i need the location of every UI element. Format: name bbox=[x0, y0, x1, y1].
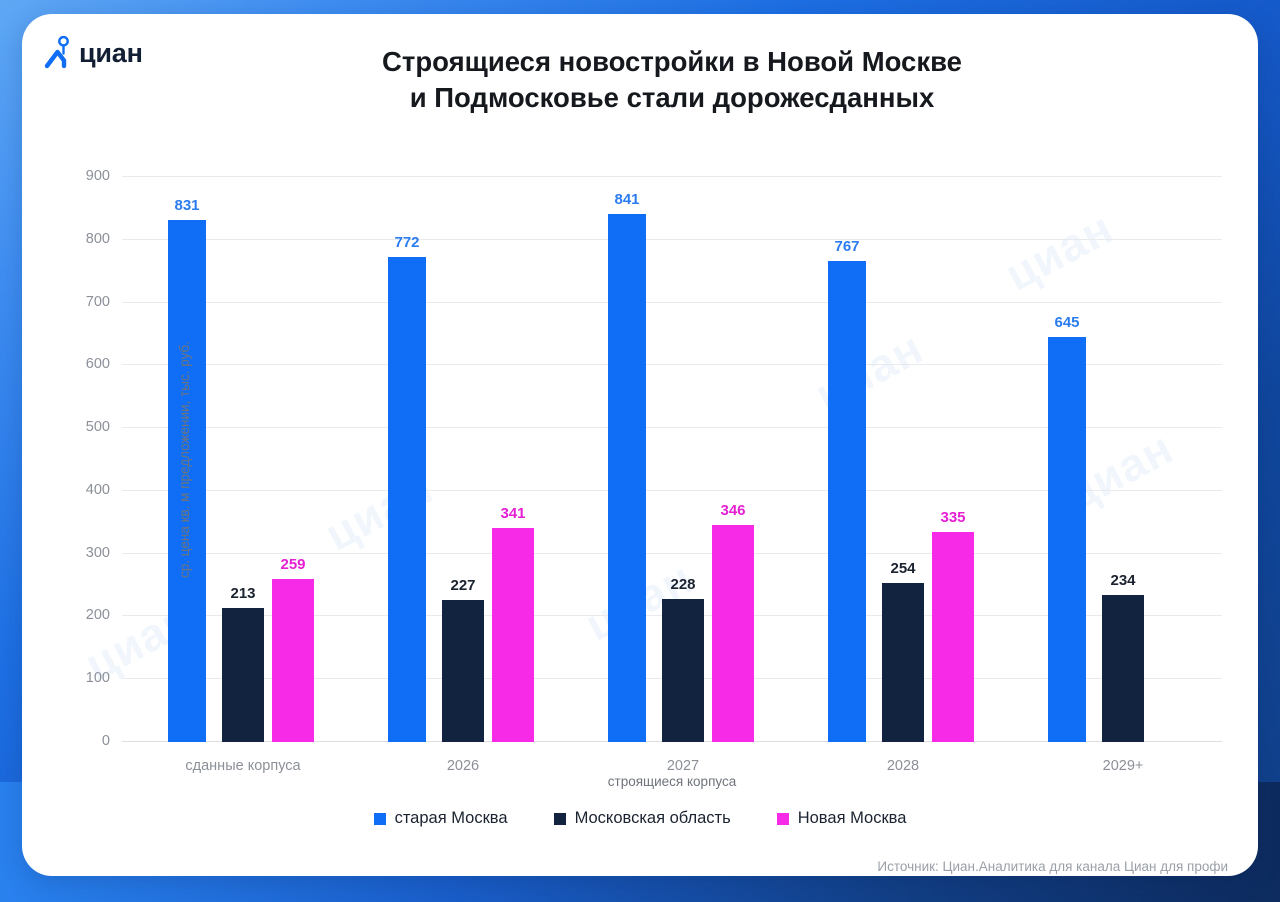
x-axis-tick: 2027 bbox=[666, 758, 700, 774]
gridline: 900 bbox=[86, 168, 1222, 184]
cian-pin-icon bbox=[44, 36, 74, 70]
bar: 645 bbox=[1048, 314, 1086, 742]
x-axis-tick: сданные корпуса bbox=[185, 758, 301, 774]
bar-value-label: 831 bbox=[174, 197, 200, 215]
bar-value-label: 772 bbox=[394, 234, 420, 252]
bar: 213 bbox=[222, 585, 264, 742]
bar-value-label: 335 bbox=[940, 508, 966, 526]
y-axis-tick: 200 bbox=[85, 607, 110, 624]
gridline: 700 bbox=[86, 294, 1222, 310]
y-axis-label: ср. цена кв. м предложении, тыс. руб. bbox=[66, 177, 303, 742]
y-axis-tick: 400 bbox=[85, 481, 110, 498]
bar-value-label: 254 bbox=[890, 559, 916, 577]
bar: 767 bbox=[828, 238, 866, 742]
x-axis-tick: 2029+ bbox=[1102, 758, 1144, 774]
source-note: Источник: Циан.Аналитика для канала Циан… bbox=[877, 859, 1228, 874]
legend-item[interactable]: Новая Москва bbox=[776, 809, 907, 828]
bar: 346 bbox=[712, 502, 754, 742]
cian-logo-text: циан bbox=[79, 37, 143, 68]
bar: 341 bbox=[492, 505, 534, 742]
chart-legend: старая Москва Московская область Новая Мос… bbox=[22, 809, 1258, 828]
bar: 234 bbox=[1102, 572, 1144, 742]
page-title: Строящиеся новостройки в Новой Москве и … bbox=[192, 44, 1152, 117]
y-axis-tick: 100 bbox=[85, 670, 110, 687]
x-axis-tick: 2026 bbox=[446, 758, 480, 774]
gridline: 800 bbox=[86, 231, 1222, 247]
gridline: 400 bbox=[86, 482, 1222, 498]
bar-value-label: 213 bbox=[230, 585, 256, 603]
bar: 831 bbox=[168, 197, 206, 742]
gridline: 600 bbox=[86, 356, 1222, 372]
legend-label: Московская область bbox=[574, 809, 731, 827]
bar-group: 645 234 2029+ bbox=[1002, 177, 1222, 774]
legend-item[interactable]: старая Москва bbox=[373, 809, 508, 828]
y-axis-tick: 800 bbox=[85, 230, 110, 247]
title-line-1: Строящиеся новостройки в Новой Москве bbox=[382, 46, 962, 77]
plot-area: 0 100 200 300 400 500 600 700 800 900 831 213 259 сда… bbox=[86, 168, 1222, 774]
legend-item[interactable]: Московская область bbox=[553, 809, 731, 828]
legend-swatch-icon bbox=[553, 812, 566, 825]
y-axis-tick: 900 bbox=[85, 168, 110, 184]
legend-label: старая Москва bbox=[394, 809, 508, 827]
legend-swatch-icon bbox=[373, 812, 386, 825]
bar-group: 772 227 341 2026 bbox=[342, 177, 562, 774]
bar-value-label: 841 bbox=[614, 191, 640, 209]
bar: 254 bbox=[882, 560, 924, 742]
bar-group: 841 228 346 2027 bbox=[562, 177, 782, 774]
bar-value-label: 645 bbox=[1054, 314, 1080, 332]
bar: 259 bbox=[272, 556, 314, 742]
bar-group: 767 254 335 2028 bbox=[782, 177, 1002, 774]
bar: 227 bbox=[442, 577, 484, 742]
x-axis-tick: 2028 bbox=[886, 758, 920, 774]
y-axis-tick: 600 bbox=[85, 356, 110, 373]
y-axis-label-text: ср. цена кв. м предложении, тыс. руб. bbox=[176, 341, 192, 578]
gridline: 500 bbox=[86, 419, 1222, 435]
x-axis-label: строящиеся корпуса bbox=[607, 774, 737, 789]
bar-chart: 0 100 200 300 400 500 600 700 800 900 831 213 259 сда… bbox=[22, 14, 1258, 876]
legend-label: Новая Москва bbox=[797, 809, 907, 827]
y-axis-tick: 500 bbox=[85, 419, 110, 436]
gridline: 300 bbox=[86, 545, 1222, 561]
y-axis-tick: 300 bbox=[85, 544, 110, 561]
bar: 772 bbox=[388, 234, 426, 742]
bar: 841 bbox=[608, 191, 646, 742]
bar-value-label: 227 bbox=[450, 576, 476, 594]
legend-swatch-icon bbox=[776, 812, 789, 825]
bar-value-label: 234 bbox=[1110, 572, 1136, 590]
y-axis-tick: 700 bbox=[85, 293, 110, 310]
bar-value-label: 341 bbox=[500, 504, 526, 522]
bar: 228 bbox=[662, 576, 704, 742]
bar: 335 bbox=[932, 509, 974, 742]
bar-value-label: 259 bbox=[280, 556, 306, 574]
y-axis-tick: 0 bbox=[101, 733, 110, 749]
bar-value-label: 228 bbox=[670, 575, 696, 593]
title-line-2: и Подмосковье стали дорожесданных bbox=[409, 82, 935, 114]
bar-group: 831 213 259 сданные корпуса bbox=[122, 177, 342, 774]
cian-logo[interactable]: циан bbox=[44, 36, 143, 70]
bar-value-label: 767 bbox=[834, 237, 860, 255]
bar-value-label: 346 bbox=[720, 501, 746, 519]
